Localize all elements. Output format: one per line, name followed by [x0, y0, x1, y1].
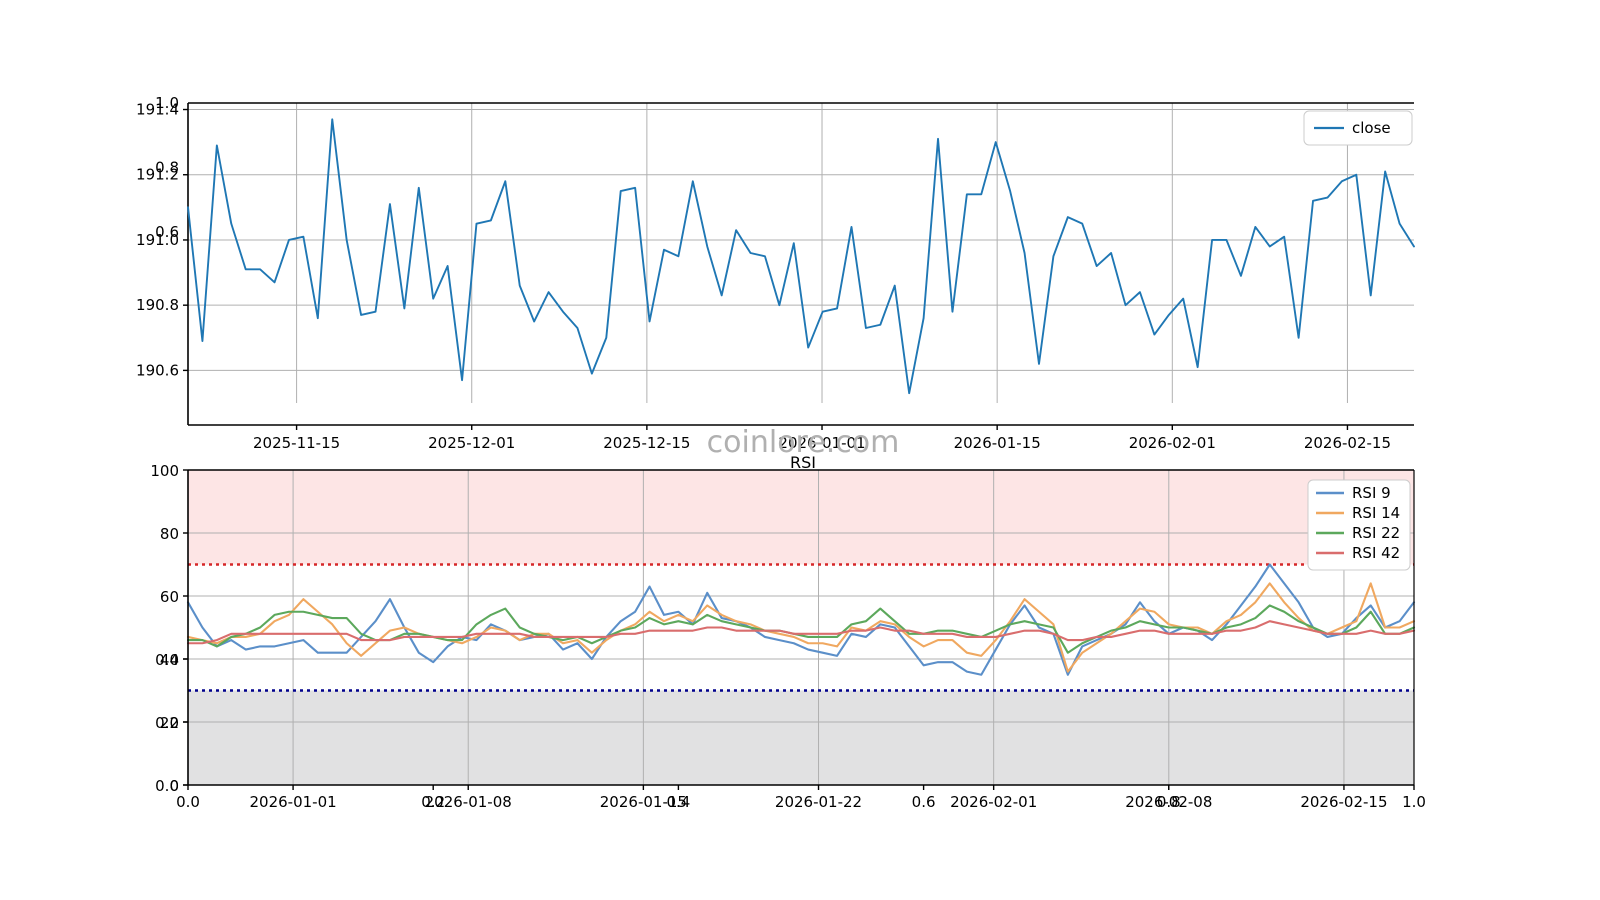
rsi-ytick-label: 0 [169, 777, 179, 795]
rsi-line-rsi-42 [186, 620, 1416, 645]
rsi-xtick-label-secondary: 0.2 [421, 793, 445, 811]
price-ytick-label-secondary: 1.0 [155, 94, 179, 112]
price-ytick-label: 191.4 [136, 101, 179, 119]
price-ytick-label-secondary: 0.8 [155, 158, 179, 176]
rsi-legend-label-rsi-9: RSI 9 [1352, 484, 1391, 502]
price-xtick-label: 2026-01-15 [954, 434, 1041, 452]
price-ytick-label: 191.0 [136, 231, 179, 249]
price-ytick-label: 191.2 [136, 166, 179, 184]
rsi-xtick-label-secondary: 0.0 [176, 793, 200, 811]
rsi-legend: RSI 9 RSI 14 RSI 22 RSI 42 [1307, 479, 1411, 571]
rsi-legend-box [1307, 479, 1411, 571]
rsi-legend-label-rsi-42: RSI 42 [1352, 544, 1400, 562]
rsi-xtick-label-secondary: 0.8 [1157, 793, 1181, 811]
price-ytick-label-secondary: 0.6 [155, 223, 179, 241]
rsi-xtick-label-secondary: 1.0 [1402, 793, 1426, 811]
rsi-ytick-label: 60 [160, 588, 179, 606]
price-xtick-label: 2025-12-01 [428, 434, 515, 452]
price-xtick-label: 2026-01-01 [778, 434, 865, 452]
rsi-panel-title: RSI [790, 453, 816, 472]
rsi-xtick-label-secondary: 0.4 [666, 793, 690, 811]
rsi-xtick-label-secondary: 0.6 [912, 793, 936, 811]
rsi-xtick-label: 2026-01-22 [775, 793, 862, 811]
price-ytick-label: 190.6 [136, 361, 179, 379]
price-xtick-label: 2025-11-15 [253, 434, 340, 452]
rsi-ytick-label: 20 [160, 714, 179, 732]
rsi-xtick-label: 2026-02-08 [1125, 793, 1212, 811]
rsi-xtick-label: 2026-02-15 [1300, 793, 1387, 811]
rsi-ytick-label: 80 [160, 525, 179, 543]
price-ytick-label: 190.8 [136, 296, 179, 314]
rsi-band [188, 470, 1414, 565]
price-xtick-label: 2025-12-15 [603, 434, 690, 452]
rsi-xtick-label: 2026-01-01 [249, 793, 336, 811]
rsi-ytick-label-secondary: 0.4 [155, 651, 179, 669]
rsi-ytick-label-secondary: 0.2 [155, 714, 179, 732]
price-legend: close [1303, 110, 1413, 146]
rsi-legend-label-rsi-14: RSI 14 [1352, 504, 1400, 522]
rsi-ytick-label: 100 [150, 462, 179, 480]
price-plot-area [188, 103, 1414, 403]
rsi-ytick-label-secondary: 0.0 [155, 777, 179, 795]
price-xtick-label: 2026-02-01 [1129, 434, 1216, 452]
rsi-line-rsi-9 [186, 563, 1416, 676]
rsi-xtick-label: 2026-02-01 [950, 793, 1037, 811]
price-legend-box [1303, 110, 1413, 146]
rsi-legend-label-rsi-22: RSI 22 [1352, 524, 1400, 542]
rsi-panel: 0 20 40 60 80 100 0.0 0.2 0.4 2026-01-01 2026-01-0… [150, 453, 1426, 811]
price-xtick-label: 2026-02-15 [1304, 434, 1391, 452]
rsi-band [188, 690, 1414, 785]
rsi-xtick-label: 2026-01-15 [600, 793, 687, 811]
price-panel: 190.6 190.8 191.0 191.2 191.4 0.6 0.8 1.0 2025-1… [136, 94, 1415, 452]
rsi-ytick-label: 40 [160, 651, 179, 669]
rsi-xtick-label: 2026-01-08 [425, 793, 512, 811]
price-legend-label-close: close [1352, 119, 1391, 137]
price-close-line [187, 118, 1415, 395]
watermark-text: coinlore.com [707, 425, 900, 460]
